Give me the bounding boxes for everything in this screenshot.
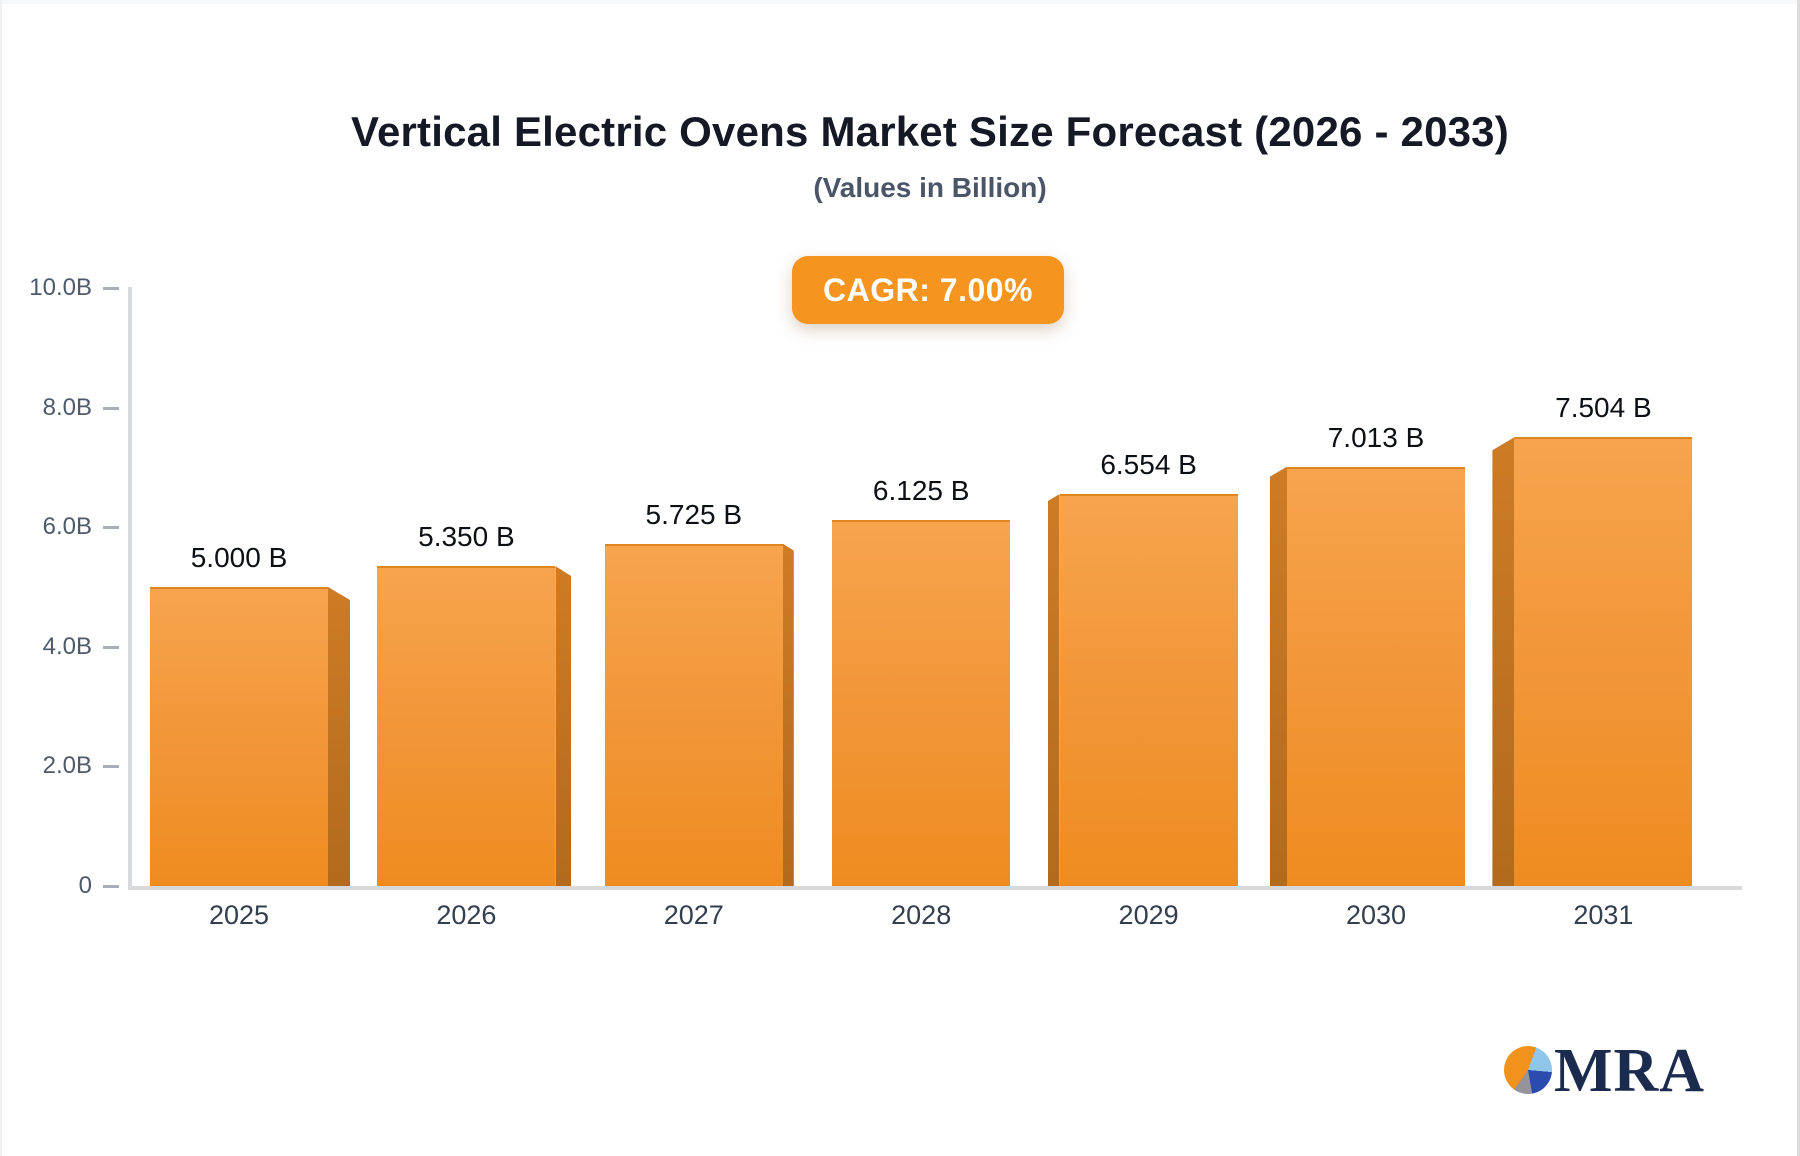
bar-2026 bbox=[377, 566, 556, 886]
cagr-badge: CAGR: 7.00% bbox=[792, 256, 1064, 324]
bar-2025 bbox=[150, 587, 328, 886]
bar-2028 bbox=[832, 519, 1011, 886]
chart-subtitle: (Values in Billion) bbox=[813, 172, 1047, 203]
bar-3d-side-2027 bbox=[782, 543, 794, 886]
bar-value-label-2029: 6.554 B bbox=[1100, 449, 1197, 481]
bar-2030 bbox=[1287, 466, 1465, 886]
bar-3d-side-2031 bbox=[1492, 437, 1515, 886]
bar-value-label-2031: 7.504 B bbox=[1555, 392, 1652, 424]
window-left-edge bbox=[0, 0, 2, 1156]
x-axis-label-2029: 2029 bbox=[1118, 900, 1179, 930]
y-axis-line bbox=[128, 287, 132, 890]
bar-3d-side-2029 bbox=[1047, 494, 1060, 886]
y-axis-tick-label: 4.0B bbox=[42, 632, 92, 660]
y-axis-tick-label: 8.0B bbox=[42, 393, 92, 421]
window-right-edge bbox=[1797, 0, 1800, 1156]
chart-title: Vertical Electric Ovens Market Size Fore… bbox=[351, 108, 1509, 155]
y-axis-tick bbox=[103, 645, 119, 649]
y-axis-tick bbox=[103, 526, 119, 530]
x-axis-line bbox=[128, 886, 1742, 890]
x-axis-label-2030: 2030 bbox=[1345, 900, 1407, 930]
bar-3d-side-2030 bbox=[1270, 466, 1287, 886]
logo-text: MRA bbox=[1554, 1037, 1706, 1105]
mra-logo: MRA bbox=[1504, 1037, 1744, 1105]
window-top-edge bbox=[0, 0, 1800, 4]
x-axis-label-2025: 2025 bbox=[208, 900, 270, 930]
x-axis-label-2028: 2028 bbox=[891, 900, 952, 930]
bar-3d-side-2026 bbox=[555, 566, 572, 886]
bar-value-label-2027: 5.725 B bbox=[645, 498, 743, 530]
bar-3d-side-2025 bbox=[328, 587, 350, 886]
x-axis-label-2031: 2031 bbox=[1573, 900, 1634, 930]
pie-chart-logo-icon bbox=[1504, 1046, 1552, 1094]
y-axis-tick-label: 6.0B bbox=[42, 513, 92, 541]
bar-value-label-2030: 7.013 B bbox=[1327, 421, 1425, 453]
bar-2029 bbox=[1059, 494, 1238, 886]
bar-2027 bbox=[604, 543, 783, 886]
y-axis-tick bbox=[103, 287, 119, 290]
x-axis-label-2026: 2026 bbox=[436, 900, 497, 930]
y-axis-tick bbox=[103, 765, 119, 769]
y-axis-tick bbox=[103, 885, 119, 888]
bar-2031 bbox=[1514, 437, 1693, 886]
bar-value-label-2025: 5.000 B bbox=[190, 542, 288, 573]
bar-value-label-2026: 5.350 B bbox=[418, 521, 515, 553]
y-axis-tick-label: 10.0B bbox=[29, 274, 92, 301]
y-axis-tick-label: 0 bbox=[78, 872, 92, 899]
x-axis-label-2027: 2027 bbox=[663, 900, 724, 930]
y-axis-tick-label: 2.0B bbox=[42, 752, 92, 780]
bar-value-label-2028: 6.125 B bbox=[872, 474, 970, 506]
y-axis-tick bbox=[103, 406, 119, 410]
